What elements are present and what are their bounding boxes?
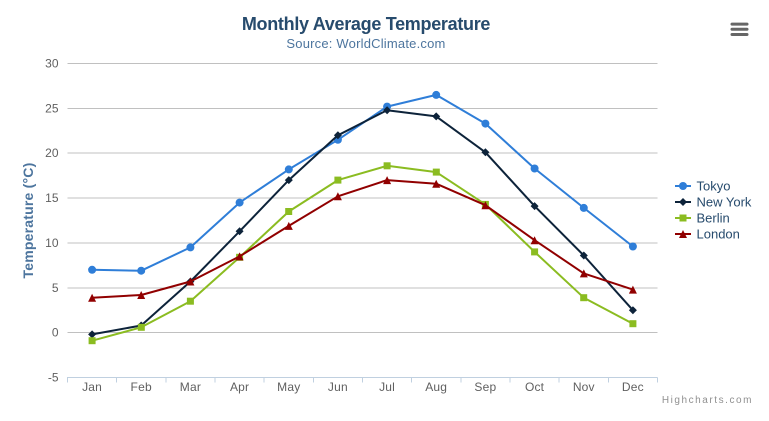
svg-text:15: 15 — [45, 191, 59, 205]
svg-text:Oct: Oct — [525, 380, 545, 394]
svg-text:Source: WorldClimate.com: Source: WorldClimate.com — [286, 36, 445, 51]
svg-text:Mar: Mar — [180, 380, 201, 394]
svg-text:Apr: Apr — [230, 380, 249, 394]
svg-text:Feb: Feb — [131, 380, 152, 394]
svg-text:10: 10 — [45, 236, 59, 250]
svg-text:Temperature (°C): Temperature (°C) — [20, 163, 36, 279]
svg-text:20: 20 — [45, 146, 59, 160]
svg-text:New York: New York — [697, 195, 752, 210]
svg-text:Jan: Jan — [82, 380, 102, 394]
svg-text:Highcharts.com: Highcharts.com — [662, 395, 753, 406]
svg-text:25: 25 — [45, 101, 59, 115]
svg-text:Sep: Sep — [474, 380, 496, 394]
svg-text:Jul: Jul — [379, 380, 395, 394]
svg-text:-5: -5 — [48, 371, 59, 385]
svg-text:London: London — [697, 227, 740, 242]
svg-text:Nov: Nov — [573, 380, 595, 394]
svg-text:5: 5 — [52, 281, 59, 295]
svg-text:Berlin: Berlin — [697, 211, 730, 226]
svg-text:Monthly Average Temperature: Monthly Average Temperature — [242, 14, 491, 34]
svg-text:May: May — [277, 380, 300, 394]
svg-text:0: 0 — [52, 326, 59, 340]
svg-text:30: 30 — [45, 57, 59, 71]
svg-text:Tokyo: Tokyo — [697, 179, 731, 194]
svg-text:Jun: Jun — [328, 380, 348, 394]
svg-text:Dec: Dec — [622, 380, 644, 394]
svg-text:Aug: Aug — [425, 380, 447, 394]
